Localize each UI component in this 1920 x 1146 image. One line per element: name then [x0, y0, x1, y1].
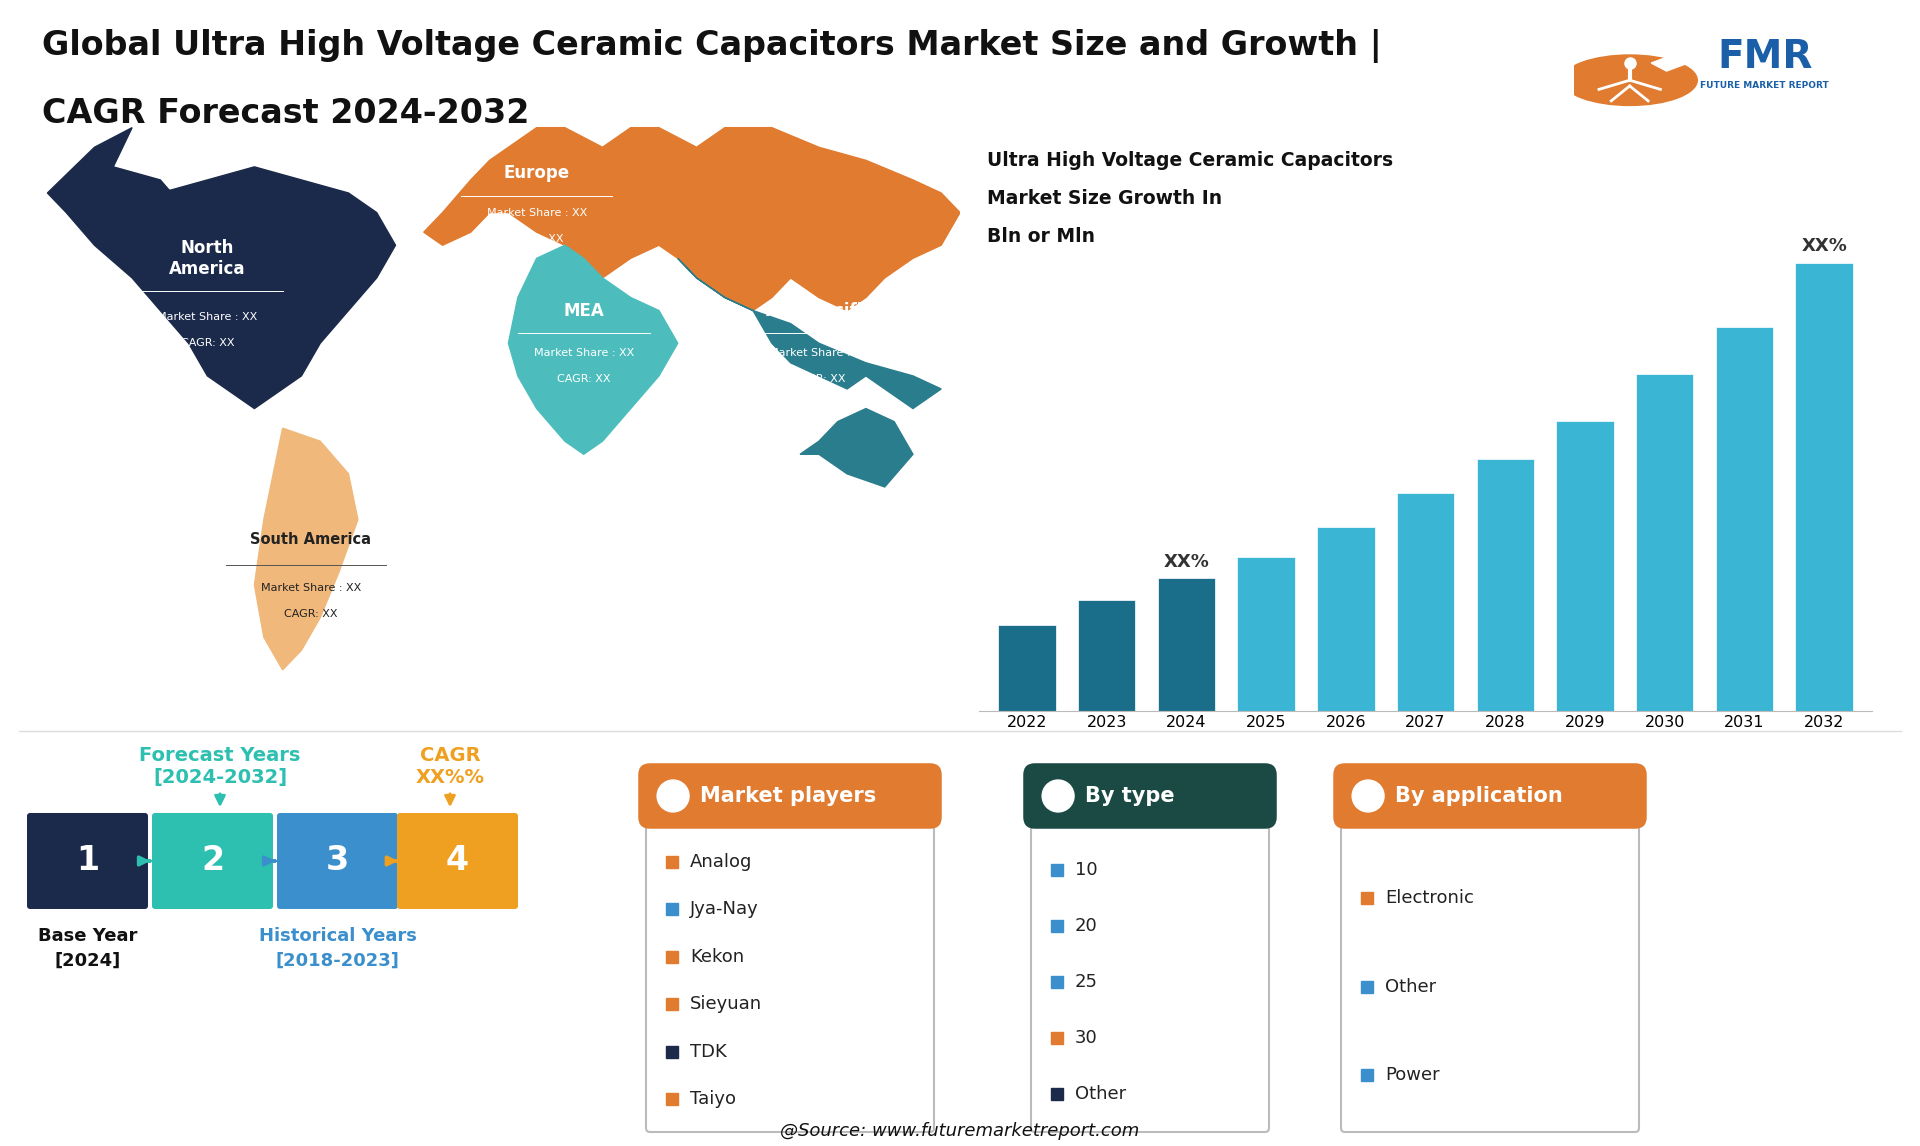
Text: Market Share : XX: Market Share : XX	[534, 348, 634, 358]
Text: Market Share : XX: Market Share : XX	[157, 312, 257, 322]
Text: Other: Other	[1384, 978, 1436, 996]
FancyBboxPatch shape	[1023, 763, 1277, 829]
Text: XX%: XX%	[1801, 237, 1847, 256]
Text: Market players: Market players	[701, 786, 877, 806]
Circle shape	[657, 780, 689, 813]
Text: XX%%: XX%%	[415, 769, 484, 787]
Text: South America: South America	[250, 532, 371, 547]
Text: @Source: www.futuremarketreport.com: @Source: www.futuremarketreport.com	[780, 1122, 1140, 1140]
Text: CAGR: XX: CAGR: XX	[511, 234, 563, 244]
Bar	[1398, 493, 1453, 711]
Text: CAGR: XX: CAGR: XX	[284, 610, 338, 619]
Text: CAGR: CAGR	[420, 746, 480, 766]
Text: Base Year: Base Year	[38, 927, 136, 945]
Bar	[1158, 579, 1215, 711]
Text: [2024-2032]: [2024-2032]	[154, 769, 288, 787]
Text: Market Size Growth In: Market Size Growth In	[987, 189, 1223, 209]
Text: Electronic: Electronic	[1384, 889, 1475, 908]
Bar	[1636, 374, 1693, 711]
FancyBboxPatch shape	[397, 813, 518, 909]
Text: CAGR: XX: CAGR: XX	[557, 374, 611, 384]
Text: 30: 30	[1075, 1029, 1098, 1047]
Polygon shape	[48, 127, 396, 408]
Text: 3: 3	[326, 845, 349, 878]
Bar	[1077, 599, 1135, 711]
FancyBboxPatch shape	[276, 813, 397, 909]
Polygon shape	[801, 408, 914, 487]
Bar	[998, 626, 1056, 711]
Text: Taiyo: Taiyo	[689, 1091, 735, 1108]
Text: By type: By type	[1085, 786, 1175, 806]
Text: Ultra High Voltage Ceramic Capacitors: Ultra High Voltage Ceramic Capacitors	[987, 151, 1394, 170]
Text: 20: 20	[1075, 917, 1098, 935]
FancyBboxPatch shape	[1332, 763, 1647, 829]
Circle shape	[1352, 780, 1384, 813]
Text: 2: 2	[202, 845, 225, 878]
Text: Asia Pacific: Asia Pacific	[766, 301, 872, 320]
Bar	[1317, 527, 1375, 711]
Text: 1: 1	[77, 845, 100, 878]
Text: XX%: XX%	[1164, 552, 1210, 571]
Text: Other: Other	[1075, 1085, 1127, 1104]
Text: 4: 4	[445, 845, 468, 878]
Text: CAGR: XX: CAGR: XX	[180, 338, 234, 348]
Bar	[1557, 421, 1613, 711]
Circle shape	[1043, 780, 1073, 813]
Text: North
America: North America	[169, 238, 246, 277]
Text: Market Share : XX: Market Share : XX	[486, 207, 588, 218]
Text: Market Share : XX: Market Share : XX	[261, 583, 361, 594]
Text: 25: 25	[1075, 973, 1098, 991]
Text: [2018-2023]: [2018-2023]	[276, 952, 399, 970]
Text: CAGR: XX: CAGR: XX	[793, 374, 845, 384]
Text: FMR: FMR	[1716, 38, 1812, 77]
Bar	[1238, 557, 1294, 711]
Text: Kekon: Kekon	[689, 948, 745, 966]
Polygon shape	[253, 429, 357, 669]
Text: MEA: MEA	[563, 301, 605, 320]
Text: TDK: TDK	[689, 1043, 728, 1061]
FancyBboxPatch shape	[152, 813, 273, 909]
Bar	[1476, 460, 1534, 711]
Polygon shape	[424, 127, 960, 311]
Polygon shape	[678, 258, 941, 408]
Text: FUTURE MARKET REPORT: FUTURE MARKET REPORT	[1701, 81, 1830, 91]
Text: 10: 10	[1075, 861, 1098, 879]
Text: Forecast Years: Forecast Years	[140, 746, 301, 766]
FancyBboxPatch shape	[27, 813, 148, 909]
Polygon shape	[509, 245, 678, 454]
Text: Analog: Analog	[689, 853, 753, 871]
Text: Jya-Nay: Jya-Nay	[689, 901, 758, 918]
Text: CAGR Forecast 2024-2032: CAGR Forecast 2024-2032	[42, 97, 530, 131]
Text: [2024]: [2024]	[54, 952, 121, 970]
Bar	[1795, 262, 1853, 711]
Bar	[1716, 327, 1774, 711]
Text: Europe: Europe	[503, 164, 570, 182]
Text: Bln or Mln: Bln or Mln	[987, 227, 1094, 246]
Circle shape	[1563, 55, 1697, 105]
Text: Global Ultra High Voltage Ceramic Capacitors Market Size and Growth |: Global Ultra High Voltage Ceramic Capaci…	[42, 29, 1382, 63]
Text: Historical Years: Historical Years	[259, 927, 417, 945]
Text: By application: By application	[1396, 786, 1563, 806]
Text: Market Share : XX: Market Share : XX	[768, 348, 870, 358]
Text: Sieyuan: Sieyuan	[689, 996, 762, 1013]
Polygon shape	[1651, 52, 1703, 71]
FancyBboxPatch shape	[637, 763, 941, 829]
Text: Power: Power	[1384, 1066, 1440, 1084]
